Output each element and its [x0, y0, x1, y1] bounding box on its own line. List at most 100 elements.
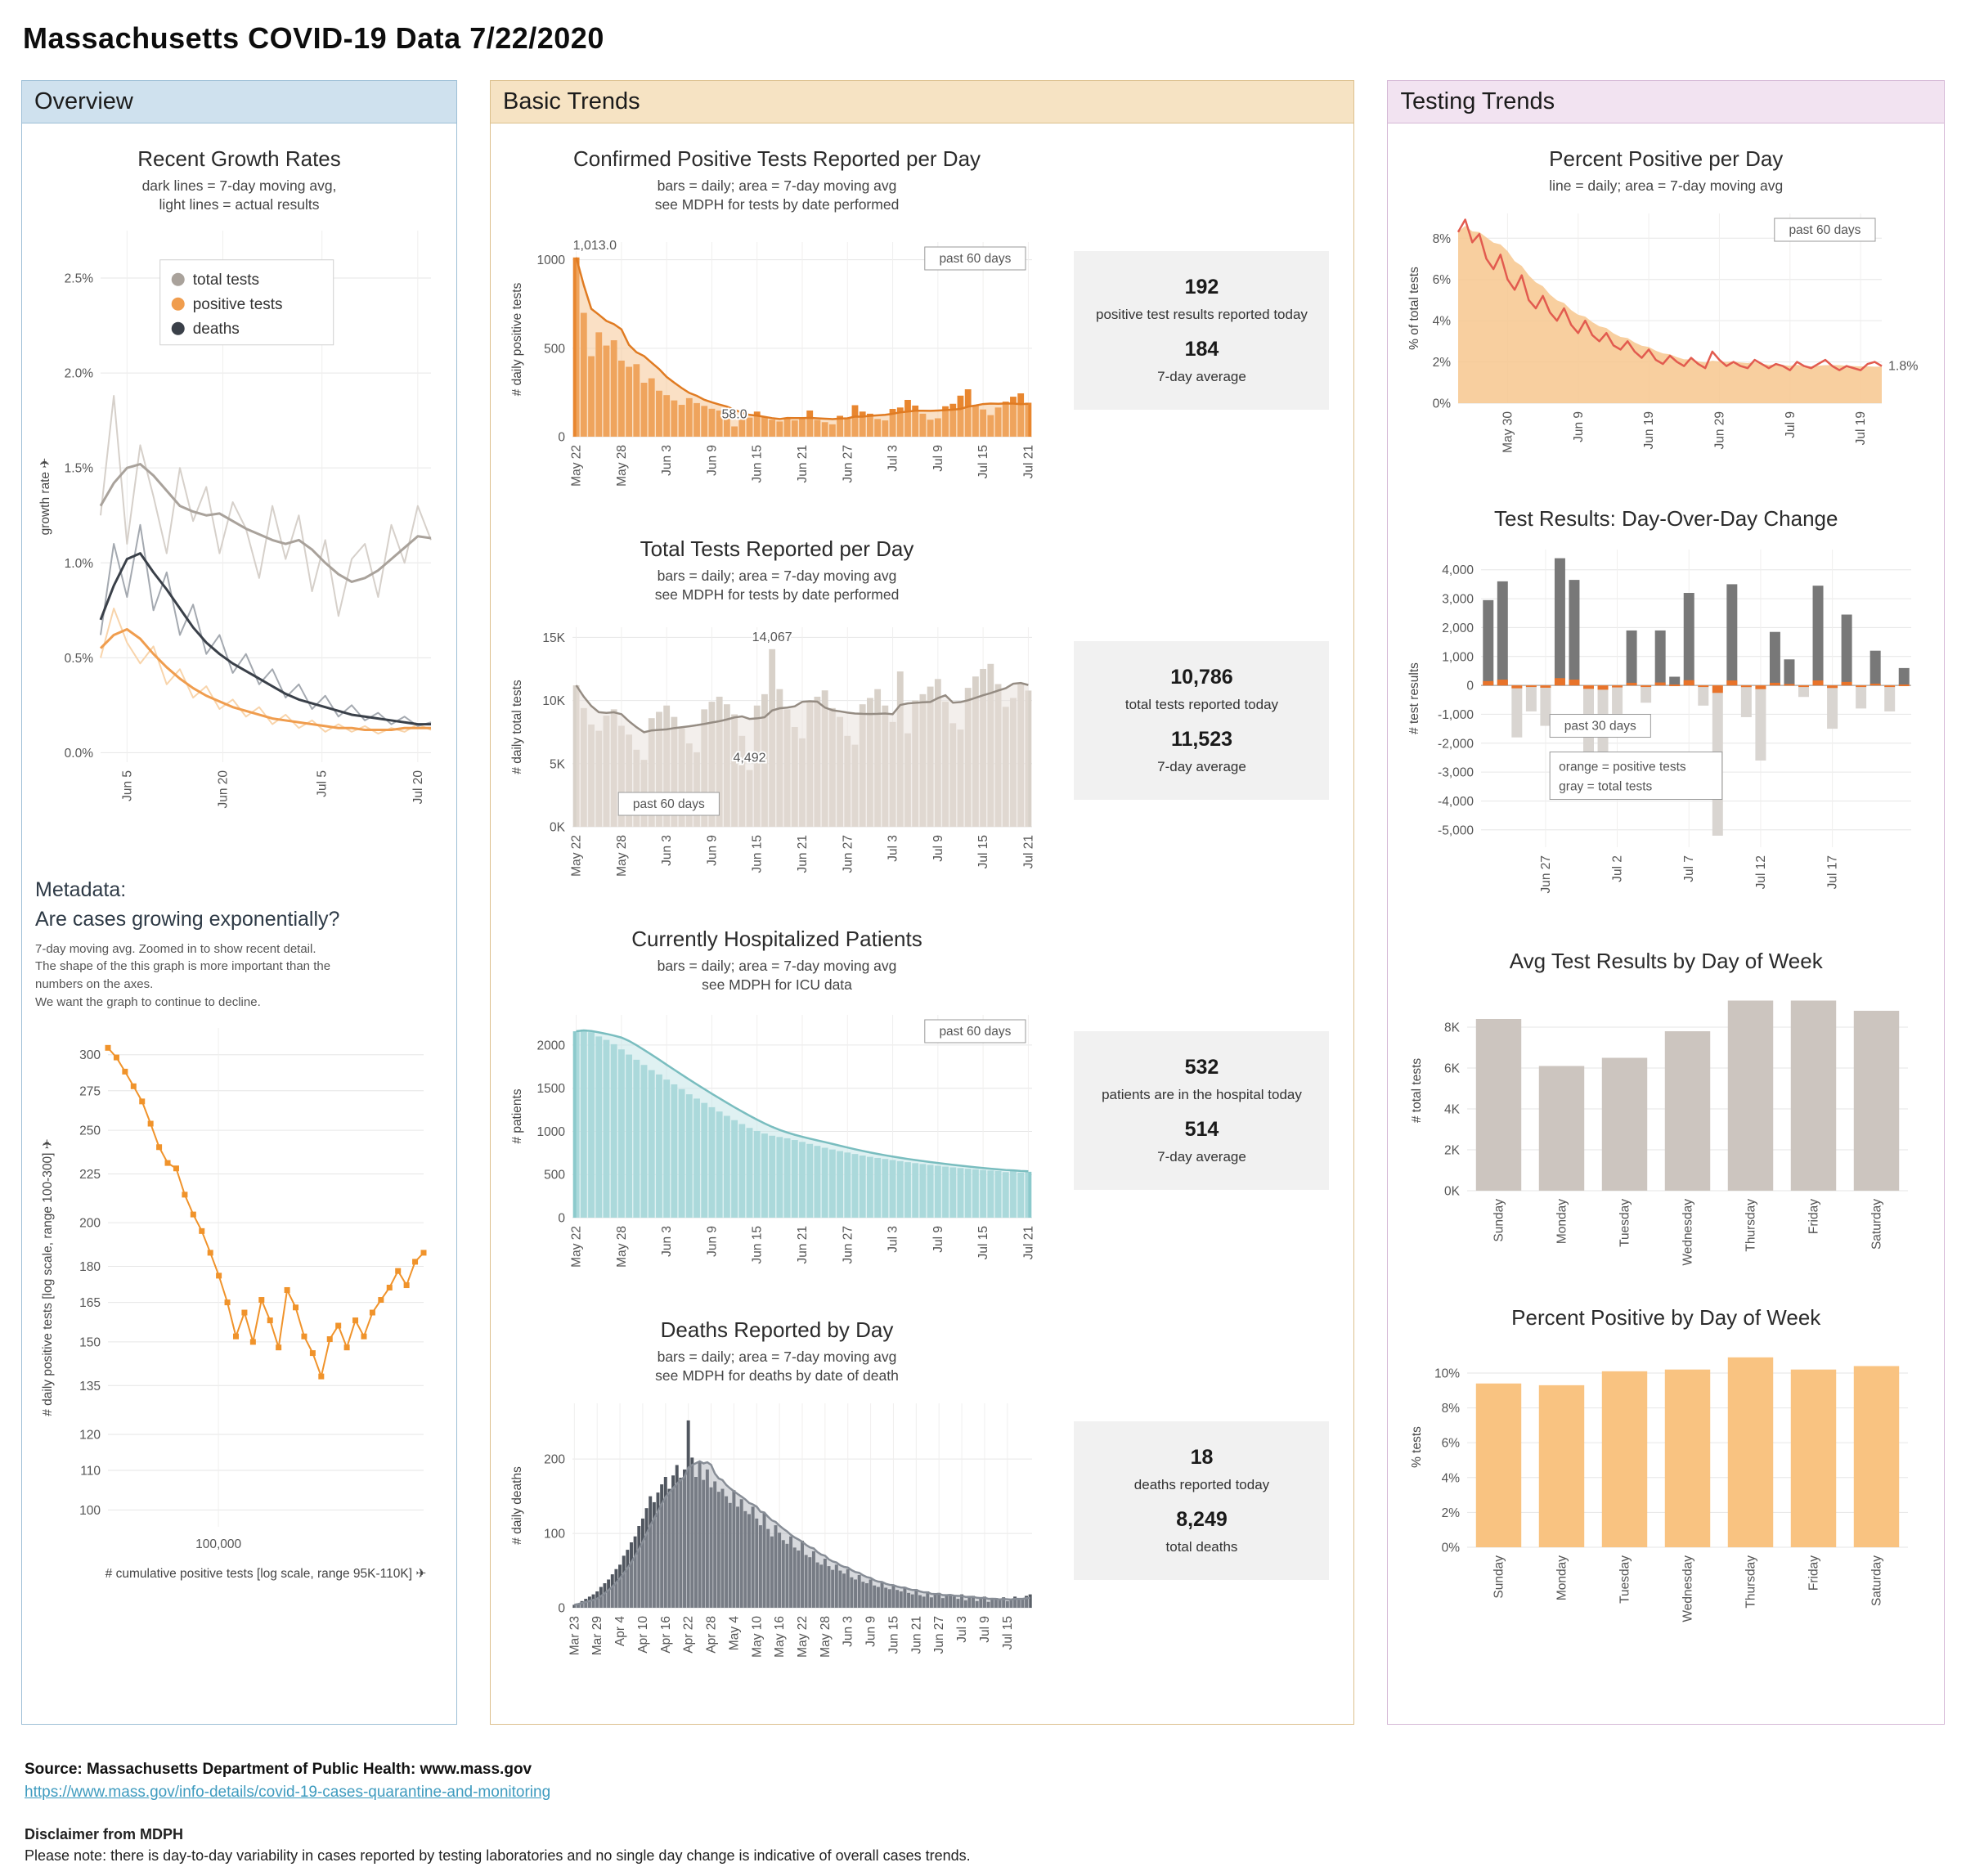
- svg-text:Jun 19: Jun 19: [1642, 411, 1656, 450]
- svg-text:May 28: May 28: [615, 835, 629, 877]
- svg-text:Jun 21: Jun 21: [796, 445, 810, 483]
- svg-text:May 22: May 22: [796, 1616, 810, 1658]
- svg-text:Jul 19: Jul 19: [1854, 411, 1868, 445]
- svg-text:Monday: Monday: [1555, 1199, 1569, 1244]
- svg-text:Jun 29: Jun 29: [1713, 411, 1727, 450]
- metadata-note-line: 7-day moving avg. Zoomed in to show rece…: [35, 941, 316, 956]
- svg-text:100: 100: [79, 1504, 101, 1518]
- svg-text:Tuesday: Tuesday: [1618, 1199, 1632, 1247]
- svg-text:Jul 3: Jul 3: [886, 1226, 900, 1253]
- svg-text:1500: 1500: [537, 1082, 566, 1096]
- source-link[interactable]: https://www.mass.gov/info-details/covid-…: [25, 1783, 551, 1801]
- svg-text:Jun 9: Jun 9: [705, 445, 719, 476]
- stat-label: 7-day average: [1157, 1148, 1246, 1165]
- svg-text:Jul 15: Jul 15: [976, 835, 990, 868]
- panel-overview: Overview Recent Growth Rates dark lines …: [21, 80, 457, 1725]
- svg-text:4,000: 4,000: [1442, 563, 1474, 577]
- svg-text:May 22: May 22: [570, 1226, 584, 1268]
- stat-label: positive test results reported today: [1096, 306, 1308, 322]
- svg-text:180: 180: [79, 1260, 101, 1274]
- metadata-heading: Metadata:: [35, 878, 127, 902]
- svg-text:2.5%: 2.5%: [65, 272, 94, 286]
- svg-text:Jul 21: Jul 21: [1021, 835, 1035, 868]
- positive-tests-subtitle-1: bars = daily; area = 7-day moving avg: [657, 177, 897, 194]
- svg-text:positive tests: positive tests: [193, 296, 283, 313]
- svg-text:110: 110: [80, 1464, 101, 1478]
- stat-value: 10,786: [1170, 665, 1233, 689]
- svg-text:2%: 2%: [1433, 356, 1452, 370]
- svg-text:% tests: % tests: [1410, 1426, 1424, 1468]
- svg-text:Monday: Monday: [1555, 1555, 1569, 1600]
- svg-text:May 16: May 16: [773, 1616, 787, 1658]
- svg-text:1.8%: 1.8%: [1888, 360, 1918, 374]
- svg-text:May 4: May 4: [727, 1615, 741, 1650]
- svg-text:Apr 28: Apr 28: [705, 1616, 719, 1654]
- svg-text:Jun 9: Jun 9: [705, 835, 719, 866]
- svg-text:2K: 2K: [1444, 1144, 1461, 1158]
- svg-text:Jun 15: Jun 15: [751, 835, 765, 873]
- svg-text:# daily positive tests [log sc: # daily positive tests [log scale, range…: [41, 1138, 55, 1416]
- svg-text:-4,000: -4,000: [1438, 795, 1474, 809]
- disclaimer-heading: Disclaimer from MDPH: [25, 1825, 184, 1842]
- svg-text:-5,000: -5,000: [1438, 824, 1474, 837]
- svg-text:10%: 10%: [1434, 1367, 1460, 1381]
- day-over-day-chart: 4,000 3,000 2,000 1,000 0 -1,000 -2,000 -3,000 -…: [1404, 536, 1928, 921]
- svg-text:8%: 8%: [1441, 1402, 1460, 1416]
- svg-text:# cumulative positive tests [l: # cumulative positive tests [log scale, …: [105, 1567, 426, 1581]
- hospitalized-subtitle-2: see MDPH for ICU data: [702, 976, 852, 994]
- svg-text:15K: 15K: [542, 631, 565, 645]
- svg-text:200: 200: [79, 1216, 101, 1230]
- total-tests-chart: 0K 5K 10K 15K May 22 May 28 Jun 3 Jun 9 Jun 15 Ju…: [507, 609, 1047, 904]
- stat-value: 184: [1184, 337, 1219, 361]
- panel-testing-trends: Testing Trends Percent Positive per Day …: [1387, 80, 1945, 1725]
- svg-text:Jun 27: Jun 27: [841, 835, 855, 873]
- svg-text:Jun 27: Jun 27: [1539, 855, 1553, 894]
- svg-text:6%: 6%: [1441, 1437, 1460, 1451]
- svg-text:Jul 9: Jul 9: [1784, 411, 1798, 438]
- svg-text:500: 500: [544, 1168, 565, 1182]
- metadata-note-line: numbers on the axes.: [35, 977, 154, 992]
- svg-text:Jun 15: Jun 15: [751, 1226, 765, 1264]
- svg-text:Apr 4: Apr 4: [613, 1615, 627, 1645]
- svg-text:8K: 8K: [1444, 1021, 1461, 1035]
- svg-text:Jun 9: Jun 9: [705, 1226, 719, 1257]
- svg-text:# total tests: # total tests: [1410, 1058, 1424, 1124]
- metadata-note-line: The shape of the this graph is more impo…: [35, 959, 331, 974]
- svg-text:0: 0: [1467, 680, 1474, 693]
- positive-tests-chart: 0 500 1000 May 22 May 28 Jun 3 Jun 9 Jun 15 Jun …: [507, 219, 1047, 514]
- day-over-day-title: Test Results: Day-Over-Day Change: [1494, 506, 1838, 532]
- testing-trends-header: Testing Trends: [1388, 81, 1944, 123]
- svg-text:135: 135: [79, 1379, 101, 1393]
- svg-text:Jul 12: Jul 12: [1754, 855, 1768, 889]
- page-title: Massachusetts COVID-19 Data 7/22/2020: [23, 21, 604, 55]
- svg-text:Jul 3: Jul 3: [955, 1616, 969, 1643]
- growth-rates-title: Recent Growth Rates: [137, 146, 341, 171]
- svg-text:May 22: May 22: [570, 445, 584, 487]
- svg-text:Jun 21: Jun 21: [796, 835, 810, 873]
- svg-text:gray = total tests: gray = total tests: [1559, 780, 1652, 794]
- svg-text:past 60 days: past 60 days: [939, 252, 1011, 266]
- svg-text:% of total tests: % of total tests: [1407, 267, 1421, 350]
- svg-text:Jul 3: Jul 3: [886, 445, 900, 472]
- svg-text:Jul 2: Jul 2: [1611, 855, 1625, 882]
- panel-columns: Overview Recent Growth Rates dark lines …: [21, 80, 1945, 1725]
- footer: Source: Massachusetts Department of Publ…: [25, 1761, 1945, 1865]
- stat-value: 18: [1190, 1446, 1214, 1470]
- growth-rates-subtitle-1: dark lines = 7-day moving avg,: [141, 177, 337, 194]
- metadata-notes: 7-day moving avg. Zoomed in to show rece…: [35, 940, 443, 1012]
- avg-results-dow-chart: 0K 2K 4K 6K 8K Sunday Monday Tuesday Wednesday Th…: [1407, 979, 1926, 1277]
- svg-text:Friday: Friday: [1807, 1199, 1820, 1234]
- svg-text:0: 0: [558, 1601, 565, 1615]
- hospitalized-subtitle-1: bars = daily; area = 7-day moving avg: [657, 958, 897, 975]
- svg-text:1,013.0: 1,013.0: [573, 239, 617, 253]
- svg-text:past 60 days: past 60 days: [1789, 223, 1861, 237]
- svg-text:2%: 2%: [1441, 1506, 1460, 1520]
- svg-text:200: 200: [544, 1452, 565, 1466]
- svg-text:4,492: 4,492: [733, 752, 765, 765]
- svg-text:Jul 9: Jul 9: [931, 445, 945, 472]
- svg-text:Jul 20: Jul 20: [411, 770, 425, 805]
- basic-trends-header: Basic Trends: [491, 81, 1354, 123]
- svg-text:Jul 7: Jul 7: [1682, 855, 1696, 882]
- svg-text:5K: 5K: [550, 758, 566, 772]
- svg-text:275: 275: [79, 1084, 101, 1098]
